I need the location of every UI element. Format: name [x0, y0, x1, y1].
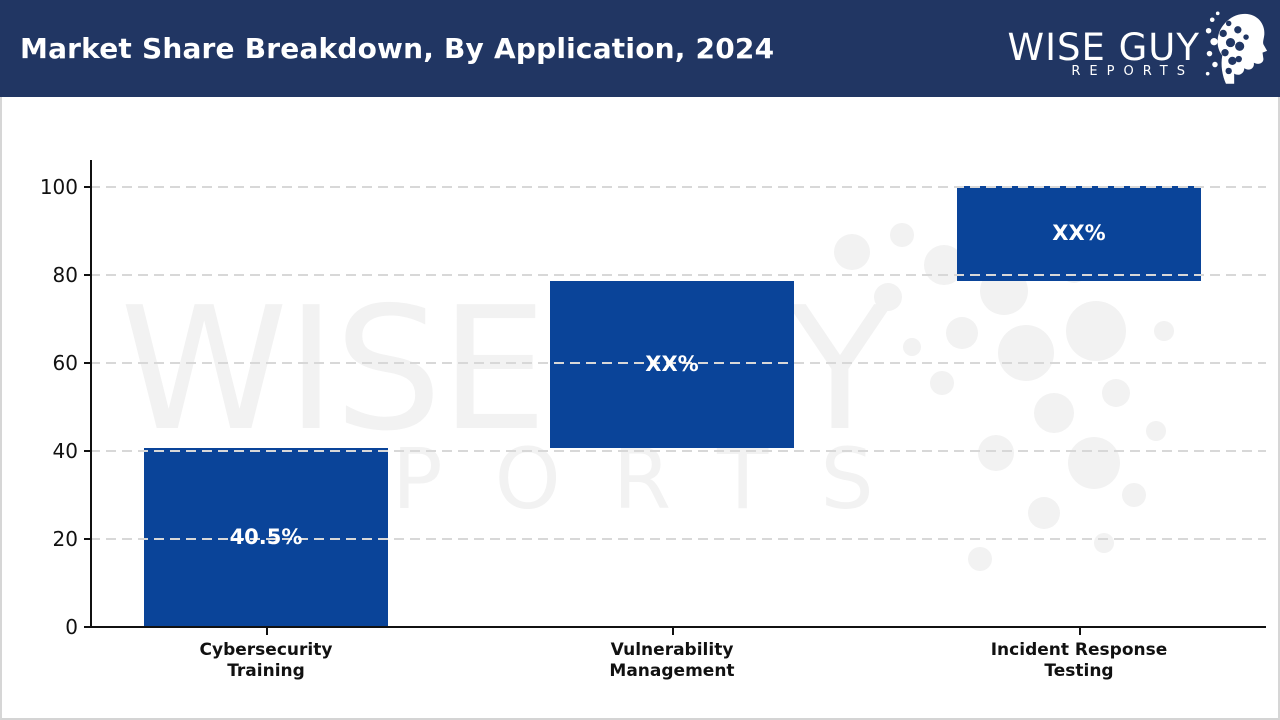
- y-axis-tick-label: 80: [52, 263, 78, 287]
- head-profile-icon: [1205, 11, 1268, 84]
- bar-3: [957, 186, 1201, 281]
- x-axis-category-label: Cybersecurity Training: [199, 640, 333, 681]
- y-axis-tick-label: 40: [52, 439, 78, 463]
- y-axis-tick-label: 60: [52, 351, 78, 375]
- bar-value-label: 40.5%: [229, 524, 303, 549]
- y-axis-tick: [84, 186, 90, 188]
- y-axis-tick: [84, 274, 90, 276]
- y-axis-tick-label: 0: [65, 615, 78, 639]
- logo-subtext: REPORTS: [1071, 64, 1194, 79]
- y-axis-tick: [84, 362, 90, 364]
- header-bar: Market Share Breakdown, By Application, …: [0, 0, 1280, 97]
- y-axis-tick-label: 100: [39, 175, 78, 199]
- y-axis-line: [90, 160, 92, 628]
- bar-value-label: XX%: [1052, 221, 1106, 246]
- gridline-60: [90, 362, 1266, 364]
- bar-1: [144, 447, 388, 626]
- y-axis-tick: [84, 450, 90, 452]
- x-axis-tick: [266, 628, 268, 635]
- chart-title: Market Share Breakdown, By Application, …: [20, 32, 775, 65]
- x-axis-tick: [1079, 628, 1081, 635]
- watermark-dotted-head: [834, 223, 1174, 571]
- logo-wordmark: WISE GUY: [1007, 26, 1200, 69]
- gridline-20: [90, 538, 1266, 540]
- y-axis-tick: [84, 538, 90, 540]
- watermark-wise: WISE: [120, 271, 548, 469]
- wiseguy-logo: WISE GUY REPORTS: [1008, 6, 1268, 92]
- x-axis-category-label: Vulnerability Management: [609, 640, 735, 681]
- gridline-40: [90, 450, 1266, 452]
- y-axis-tick: [84, 626, 90, 628]
- y-axis-tick-label: 20: [52, 527, 78, 551]
- x-axis-category-label: Incident Response Testing: [990, 640, 1168, 681]
- gridline-80: [90, 274, 1266, 276]
- gridline-100: [90, 186, 1266, 188]
- bar-2: [550, 280, 794, 448]
- bar-value-label: XX%: [645, 352, 699, 377]
- watermark-y: Y: [788, 271, 892, 469]
- x-axis-tick: [672, 628, 674, 635]
- x-axis-line: [90, 626, 1266, 628]
- chart-canvas: WISE G Y PORTS 02040608010040.5%XX%XX%Cy…: [0, 97, 1280, 720]
